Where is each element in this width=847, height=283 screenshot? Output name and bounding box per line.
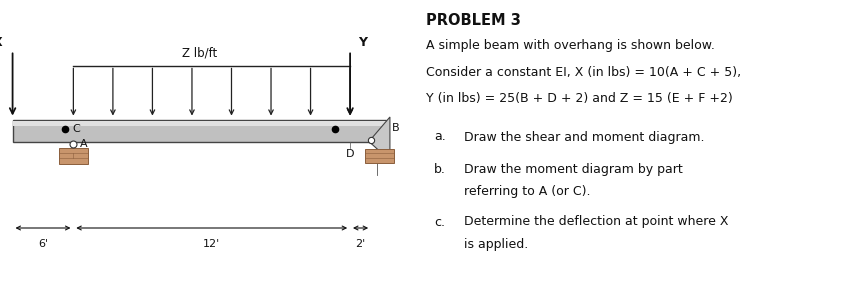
- Bar: [13, 121, 385, 126]
- Text: A: A: [80, 138, 87, 149]
- Bar: [365, 149, 394, 162]
- Text: C: C: [73, 123, 80, 134]
- Text: 6': 6': [38, 239, 48, 249]
- Text: A simple beam with overhang is shown below.: A simple beam with overhang is shown bel…: [426, 39, 715, 52]
- Text: B: B: [392, 123, 400, 133]
- Text: Y: Y: [358, 37, 367, 50]
- Text: Y (in lbs) = 25(B + D + 2) and Z = 15 (E + F +2): Y (in lbs) = 25(B + D + 2) and Z = 15 (E…: [426, 92, 733, 105]
- Text: Draw the shear and moment diagram.: Draw the shear and moment diagram.: [464, 130, 705, 143]
- Text: D: D: [346, 149, 354, 159]
- Text: 12': 12': [203, 239, 220, 249]
- Text: referring to A (or C).: referring to A (or C).: [464, 185, 590, 198]
- Bar: [58, 147, 88, 164]
- Text: a.: a.: [435, 130, 446, 143]
- Text: c.: c.: [435, 215, 446, 228]
- Text: Z lb/ft: Z lb/ft: [181, 46, 217, 59]
- Text: 2': 2': [356, 239, 366, 249]
- Text: Draw the moment diagram by part: Draw the moment diagram by part: [464, 163, 683, 176]
- Text: is applied.: is applied.: [464, 238, 529, 251]
- Text: PROBLEM 3: PROBLEM 3: [426, 13, 521, 28]
- Polygon shape: [369, 117, 390, 160]
- Text: Determine the deflection at point where X: Determine the deflection at point where …: [464, 215, 728, 228]
- Text: b.: b.: [435, 163, 446, 176]
- Text: X: X: [0, 37, 3, 50]
- Bar: [13, 119, 385, 142]
- Text: Consider a constant EI, X (in lbs) = 10(A + C + 5),: Consider a constant EI, X (in lbs) = 10(…: [426, 65, 741, 78]
